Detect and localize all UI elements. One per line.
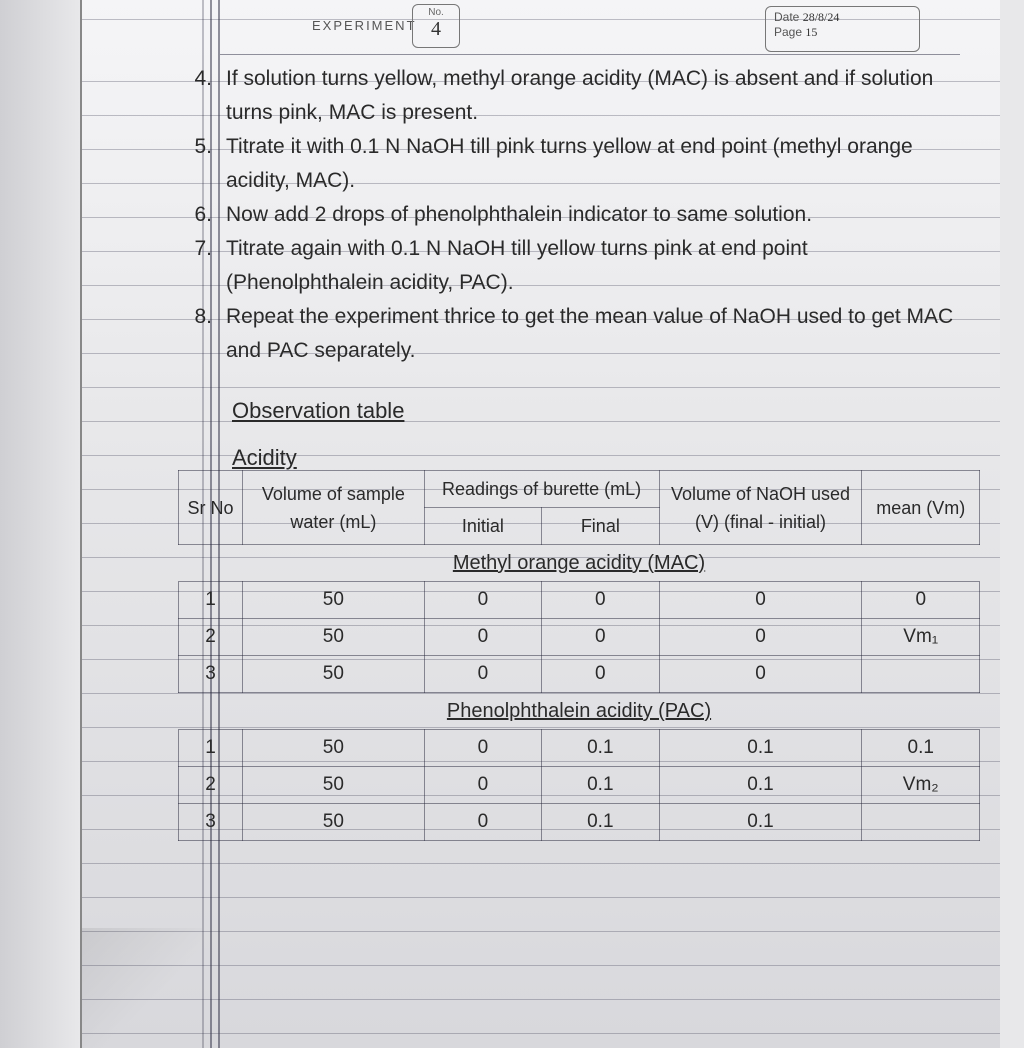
cell-sr: 1 [179,730,243,767]
list-item: 8. Repeat the experiment thrice to get t… [178,300,970,368]
table-row: 1 50 0 0.1 0.1 0.1 [179,730,980,767]
experiment-no-box: No. 4 [412,4,460,48]
section-pac: Phenolphthalein acidity (PAC) [179,693,980,730]
list-item: 7. Titrate again with 0.1 N NaOH till ye… [178,232,970,300]
cell-final: 0 [542,619,659,656]
cell-naoh: 0.1 [659,804,862,841]
cell-sr: 3 [179,656,243,693]
cell-mean: Vm₁ [862,619,980,656]
no-label: No. [413,7,459,18]
step-text: Repeat the experiment thrice to get the … [226,300,970,368]
cell-final: 0 [542,656,659,693]
cell-initial: 0 [424,730,541,767]
cell-vol: 50 [243,656,425,693]
step-text: Titrate again with 0.1 N NaOH till yello… [226,232,970,300]
step-number: 7. [178,232,212,266]
cell-naoh: 0.1 [659,730,862,767]
step-text: Titrate it with 0.1 N NaOH till pink tur… [226,130,970,198]
page-value: 15 [805,25,817,39]
cell-mean: Vm₂ [862,767,980,804]
table-row: 3 50 0 0.1 0.1 [179,804,980,841]
section-mac: Methyl orange acidity (MAC) [179,545,980,582]
col-mean: mean (Vm) [862,471,980,545]
experiment-label: EXPERIMENT [312,18,417,33]
col-initial: Initial [424,508,541,545]
header-underline [220,54,960,55]
cell-vol: 50 [243,582,425,619]
cell-naoh: 0 [659,656,862,693]
col-readings: Readings of burette (mL) [424,471,659,508]
table-row: 2 50 0 0.1 0.1 Vm₂ [179,767,980,804]
cell-final: 0.1 [542,804,659,841]
col-vol: Volume of sample water (mL) [243,471,425,545]
notebook-page: EXPERIMENT No. 4 Date 28/8/24 Page 15 4.… [80,0,1000,1048]
data-table: Sr No Volume of sample water (mL) Readin… [178,470,980,841]
step-text: If solution turns yellow, methyl orange … [226,62,970,130]
date-page-box: Date 28/8/24 Page 15 [765,6,920,52]
cell-initial: 0 [424,804,541,841]
section-title: Phenolphthalein acidity (PAC) [179,693,980,730]
step-text: Now add 2 drops of phenolphthalein indic… [226,198,970,232]
list-item: 5. Titrate it with 0.1 N NaOH till pink … [178,130,970,198]
cell-sr: 3 [179,804,243,841]
date-value: 28/8/24 [803,10,840,24]
cell-final: 0 [542,582,659,619]
step-number: 8. [178,300,212,334]
cell-sr: 2 [179,619,243,656]
list-item: 6. Now add 2 drops of phenolphthalein in… [178,198,970,232]
step-number: 6. [178,198,212,232]
cell-vol: 50 [243,730,425,767]
cell-initial: 0 [424,619,541,656]
cell-mean: 0 [862,582,980,619]
table-row: 3 50 0 0 0 [179,656,980,693]
page-header: EXPERIMENT No. 4 Date 28/8/24 Page 15 [82,0,1000,60]
cell-final: 0.1 [542,767,659,804]
cell-initial: 0 [424,582,541,619]
section-title: Methyl orange acidity (MAC) [179,545,980,582]
cell-mean [862,804,980,841]
table-row: 1 50 0 0 0 0 [179,582,980,619]
observation-table: Sr No Volume of sample water (mL) Readin… [178,470,980,841]
date-label: Date [774,10,799,24]
cell-naoh: 0 [659,619,862,656]
cell-sr: 1 [179,582,243,619]
cell-naoh: 0.1 [659,767,862,804]
step-number: 4. [178,62,212,96]
cell-mean [862,656,980,693]
step-number: 5. [178,130,212,164]
col-final: Final [542,508,659,545]
no-value: 4 [431,18,441,40]
cell-sr: 2 [179,767,243,804]
cell-final: 0.1 [542,730,659,767]
page-corner-shadow [82,928,202,1048]
cell-vol: 50 [243,619,425,656]
observation-title: Observation table [232,398,404,424]
col-sr: Sr No [179,471,243,545]
acidity-title: Acidity [232,445,297,471]
cell-vol: 50 [243,804,425,841]
procedure-list: 4. If solution turns yellow, methyl oran… [178,62,970,368]
cell-naoh: 0 [659,582,862,619]
col-naoh: Volume of NaOH used (V) (final - initial… [659,471,862,545]
cell-initial: 0 [424,656,541,693]
table-row: 2 50 0 0 0 Vm₁ [179,619,980,656]
cell-initial: 0 [424,767,541,804]
table-header-row: Sr No Volume of sample water (mL) Readin… [179,471,980,508]
cell-mean: 0.1 [862,730,980,767]
page-label: Page [774,25,802,39]
page-gutter [0,0,80,1048]
cell-vol: 50 [243,767,425,804]
list-item: 4. If solution turns yellow, methyl oran… [178,62,970,130]
